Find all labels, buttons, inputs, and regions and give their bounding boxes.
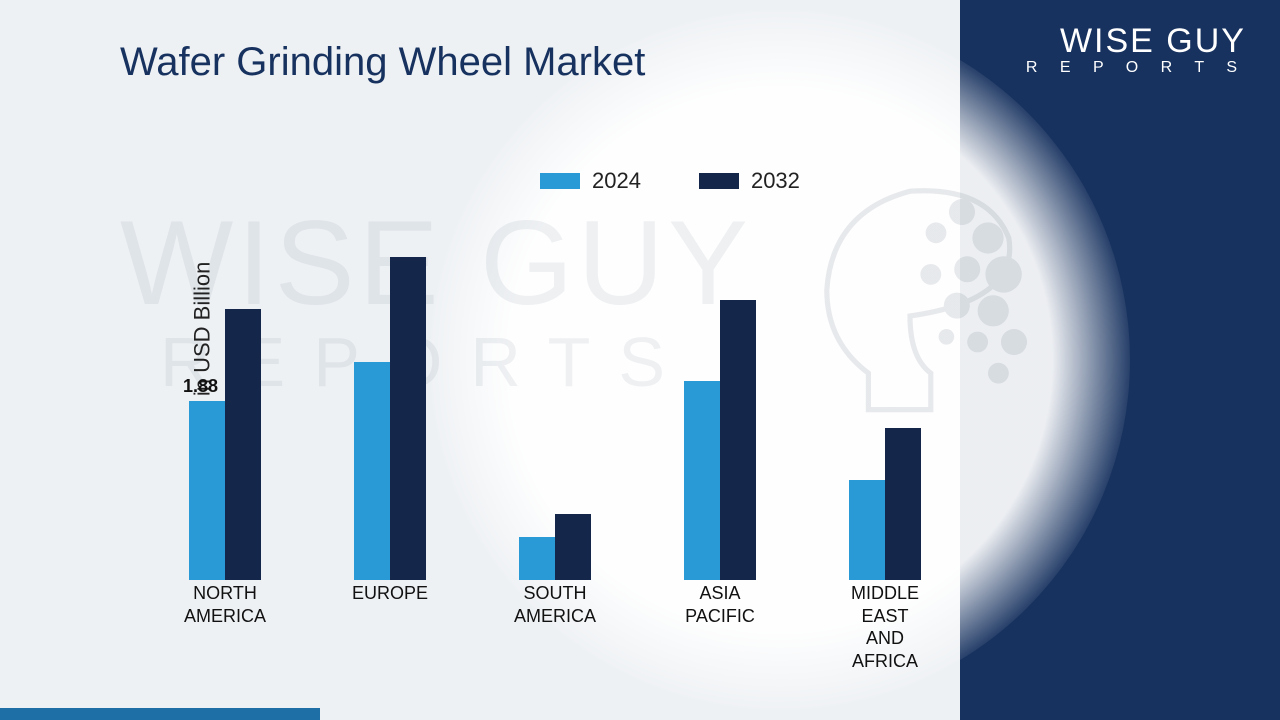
bar-2032 bbox=[555, 514, 591, 581]
bar-2032 bbox=[720, 300, 756, 580]
x-tick-label: MIDDLEEASTANDAFRICA bbox=[825, 582, 945, 672]
legend-label-2024: 2024 bbox=[592, 168, 641, 194]
bar-2024 bbox=[354, 362, 390, 581]
bar-2024 bbox=[189, 401, 225, 580]
accent-bar bbox=[0, 708, 320, 720]
brand-line2: R E P O R T S bbox=[1026, 60, 1246, 76]
bar-2024 bbox=[684, 381, 720, 581]
bar-2024 bbox=[519, 537, 555, 580]
bar-group bbox=[849, 428, 921, 580]
bar-group bbox=[519, 514, 591, 581]
brand-line1: WISE GUY bbox=[1026, 24, 1246, 58]
x-tick-label: SOUTHAMERICA bbox=[495, 582, 615, 627]
chart-area: Market Size in USD Billion 1.88 bbox=[110, 200, 940, 580]
bar-2024 bbox=[849, 480, 885, 580]
bar-group bbox=[354, 257, 426, 580]
chart-title: Wafer Grinding Wheel Market bbox=[120, 40, 645, 85]
chart-canvas: WISE GUY R E P O R T S WISE GUY REPORTS … bbox=[0, 0, 1280, 720]
bar-2032 bbox=[885, 428, 921, 580]
x-tick-label: ASIAPACIFIC bbox=[660, 582, 780, 627]
legend-item-2032: 2032 bbox=[699, 168, 800, 194]
x-axis-labels: NORTHAMERICA EUROPE SOUTHAMERICA ASIAPACIFI… bbox=[160, 582, 970, 702]
legend-swatch-2024 bbox=[540, 173, 580, 189]
legend-swatch-2032 bbox=[699, 173, 739, 189]
legend: 2024 2032 bbox=[540, 168, 800, 194]
brand-logo: WISE GUY R E P O R T S bbox=[1026, 24, 1246, 76]
plot-area: 1.88 bbox=[160, 200, 940, 580]
bar-group bbox=[189, 309, 261, 580]
bar-2032 bbox=[225, 309, 261, 580]
bar-group bbox=[684, 300, 756, 580]
legend-label-2032: 2032 bbox=[751, 168, 800, 194]
legend-item-2024: 2024 bbox=[540, 168, 641, 194]
bar-value-label: 1.88 bbox=[183, 376, 218, 397]
brand-panel bbox=[960, 0, 1280, 720]
x-tick-label: EUROPE bbox=[330, 582, 450, 605]
bar-2032 bbox=[390, 257, 426, 580]
x-tick-label: NORTHAMERICA bbox=[165, 582, 285, 627]
